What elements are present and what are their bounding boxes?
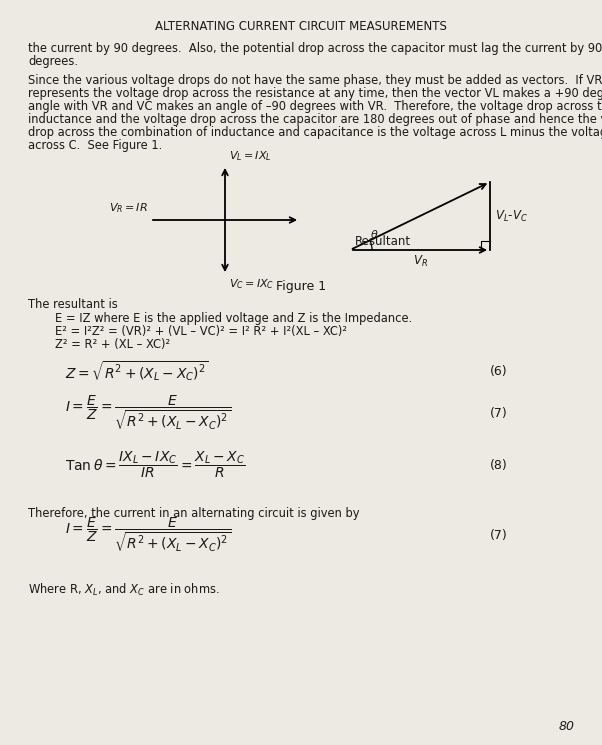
Text: Therefore, the current in an alternating circuit is given by: Therefore, the current in an alternating…	[28, 507, 359, 520]
Text: angle with VR and VC makes an angle of –90 degrees with VR.  Therefore, the volt: angle with VR and VC makes an angle of –…	[28, 100, 602, 113]
Text: Resultant: Resultant	[355, 235, 411, 248]
Text: $I = \dfrac{E}{Z} = \dfrac{E}{\sqrt{R^2+(X_L-X_C)^2}}$: $I = \dfrac{E}{Z} = \dfrac{E}{\sqrt{R^2+…	[65, 394, 231, 432]
Text: $Z = \sqrt{R^2+(X_L-X_C)^2}$: $Z = \sqrt{R^2+(X_L-X_C)^2}$	[65, 359, 209, 383]
Text: $\mathrm{Tan}\,\theta = \dfrac{IX_L - IX_C}{IR} = \dfrac{X_L - X_C}{R}$: $\mathrm{Tan}\,\theta = \dfrac{IX_L - IX…	[65, 450, 246, 481]
Text: degrees.: degrees.	[28, 55, 78, 68]
Text: $V_L$-$V_C$: $V_L$-$V_C$	[495, 209, 528, 224]
Text: $V_R$: $V_R$	[412, 254, 427, 269]
Text: Since the various voltage drops do not have the same phase, they must be added a: Since the various voltage drops do not h…	[28, 74, 602, 87]
Text: Where R, $X_L$, and $X_C$ are in ohms.: Where R, $X_L$, and $X_C$ are in ohms.	[28, 582, 220, 598]
Text: (7): (7)	[490, 407, 507, 419]
Text: 80: 80	[559, 720, 575, 733]
Text: (7): (7)	[490, 528, 507, 542]
Text: E² = I²Z² = (VR)² + (VL – VC)² = I² R² + I²(XL – XC)²: E² = I²Z² = (VR)² + (VL – VC)² = I² R² +…	[55, 325, 347, 338]
Text: drop across the combination of inductance and capacitance is the voltage across : drop across the combination of inductanc…	[28, 126, 602, 139]
Text: (8): (8)	[490, 458, 507, 472]
Text: ALTERNATING CURRENT CIRCUIT MEASUREMENTS: ALTERNATING CURRENT CIRCUIT MEASUREMENTS	[155, 20, 447, 33]
Text: $V_R = IR$: $V_R = IR$	[109, 201, 148, 215]
Text: $\theta$: $\theta$	[370, 228, 379, 240]
Text: The resultant is: The resultant is	[28, 298, 118, 311]
Text: the current by 90 degrees.  Also, the potential drop across the capacitor must l: the current by 90 degrees. Also, the pot…	[28, 42, 602, 55]
Text: $I = \dfrac{E}{Z} = \dfrac{E}{\sqrt{R^2+(X_L-X_C)^2}}$: $I = \dfrac{E}{Z} = \dfrac{E}{\sqrt{R^2+…	[65, 516, 231, 554]
Text: $V_C = IX_C$: $V_C = IX_C$	[229, 277, 275, 291]
Text: E = IZ where E is the applied voltage and Z is the Impedance.: E = IZ where E is the applied voltage an…	[55, 312, 412, 325]
Text: inductance and the voltage drop across the capacitor are 180 degrees out of phas: inductance and the voltage drop across t…	[28, 113, 602, 126]
Text: Figure 1: Figure 1	[276, 280, 326, 293]
Text: across C.  See Figure 1.: across C. See Figure 1.	[28, 139, 163, 152]
Text: Z² = R² + (XL – XC)²: Z² = R² + (XL – XC)²	[55, 338, 170, 351]
Text: represents the voltage drop across the resistance at any time, then the vector V: represents the voltage drop across the r…	[28, 87, 602, 100]
Text: $V_L = IX_L$: $V_L = IX_L$	[229, 149, 272, 163]
Text: (6): (6)	[490, 364, 507, 378]
